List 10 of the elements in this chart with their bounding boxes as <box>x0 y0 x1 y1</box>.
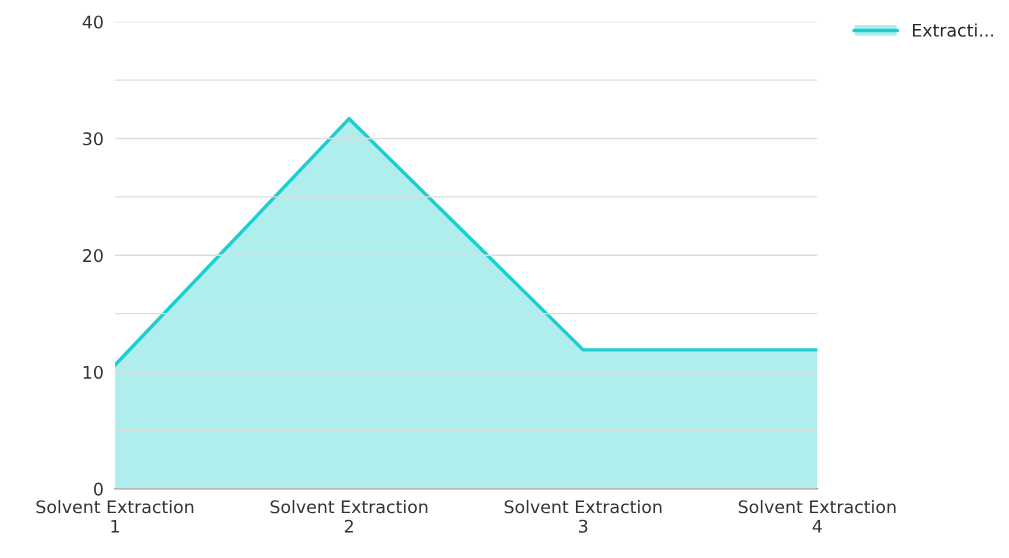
x-tick-label: Solvent Extraction 2 <box>270 499 428 533</box>
legend-label: Extracti... <box>912 23 993 37</box>
y-tick-label: 30 <box>83 132 103 146</box>
y-tick-label: 10 <box>83 365 103 379</box>
y-tick-label: 20 <box>83 249 103 263</box>
x-tick-label: Solvent Extraction 4 <box>738 499 896 533</box>
y-tick-label: 0 <box>94 482 103 496</box>
x-tick-label: Solvent Extraction 1 <box>36 499 194 533</box>
x-tick-label: Solvent Extraction 3 <box>504 499 662 533</box>
y-tick-label: 40 <box>82 15 103 29</box>
